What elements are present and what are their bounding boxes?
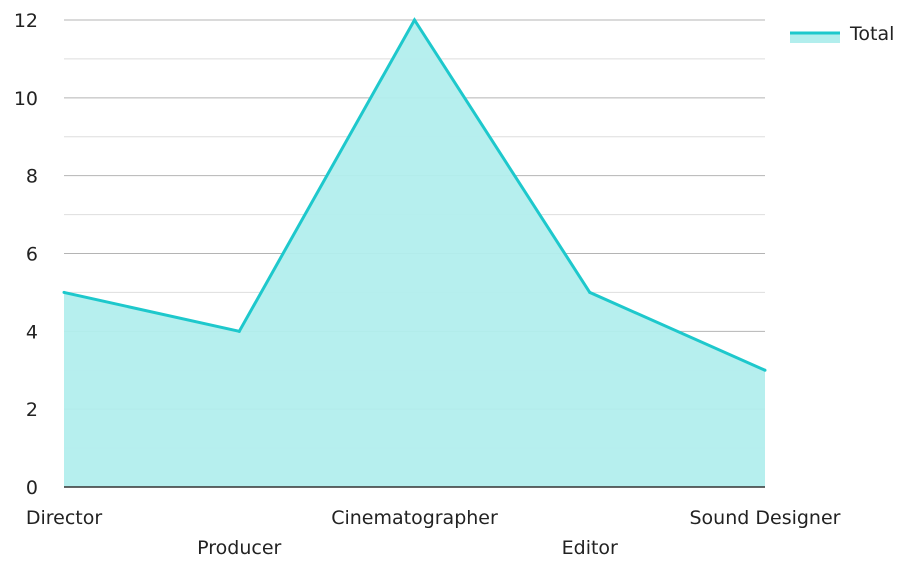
legend-swatch-area [790,33,840,43]
x-tick-label: Editor [562,537,618,559]
legend: Total [790,23,894,45]
x-tick-label: Producer [197,537,281,559]
x-tick-label: Sound Designer [690,507,841,529]
x-tick-label: Director [26,507,103,529]
data-point-sound-designer [763,368,767,372]
legend-label-total: Total [849,23,894,45]
x-axis-ticks: Director Producer Cinematographer Editor Sou… [26,507,841,559]
data-point-cinematographer [413,18,416,22]
y-tick-label: 8 [26,166,38,188]
y-tick-label: 2 [26,399,38,421]
y-tick-label: 4 [26,321,38,343]
y-tick-label: 6 [26,244,38,266]
data-point-editor [588,290,592,294]
y-tick-label: 0 [26,477,38,499]
data-point-director [62,290,66,294]
data-point-producer [237,329,241,333]
x-tick-label: Cinematographer [331,507,498,529]
y-tick-label: 10 [14,88,38,110]
series-area-total [64,20,765,487]
y-axis-ticks: 0 2 4 6 8 10 12 [14,10,38,499]
y-tick-label: 12 [14,10,38,32]
